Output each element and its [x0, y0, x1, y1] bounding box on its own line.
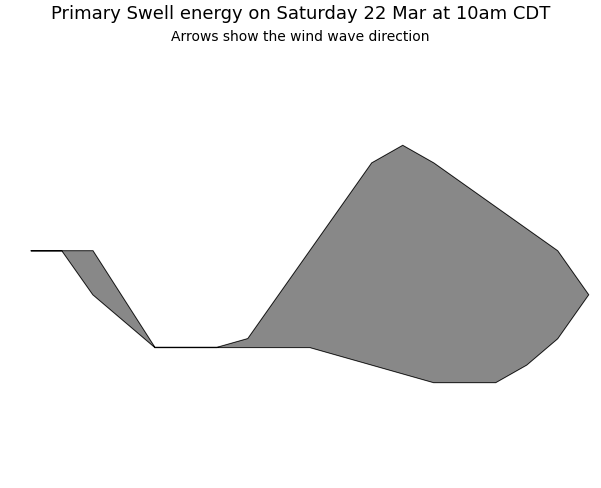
Text: Arrows show the wind wave direction: Arrows show the wind wave direction: [171, 30, 430, 43]
Text: Primary Swell energy on Saturday 22 Mar at 10am CDT: Primary Swell energy on Saturday 22 Mar …: [51, 5, 550, 22]
Polygon shape: [31, 145, 588, 383]
